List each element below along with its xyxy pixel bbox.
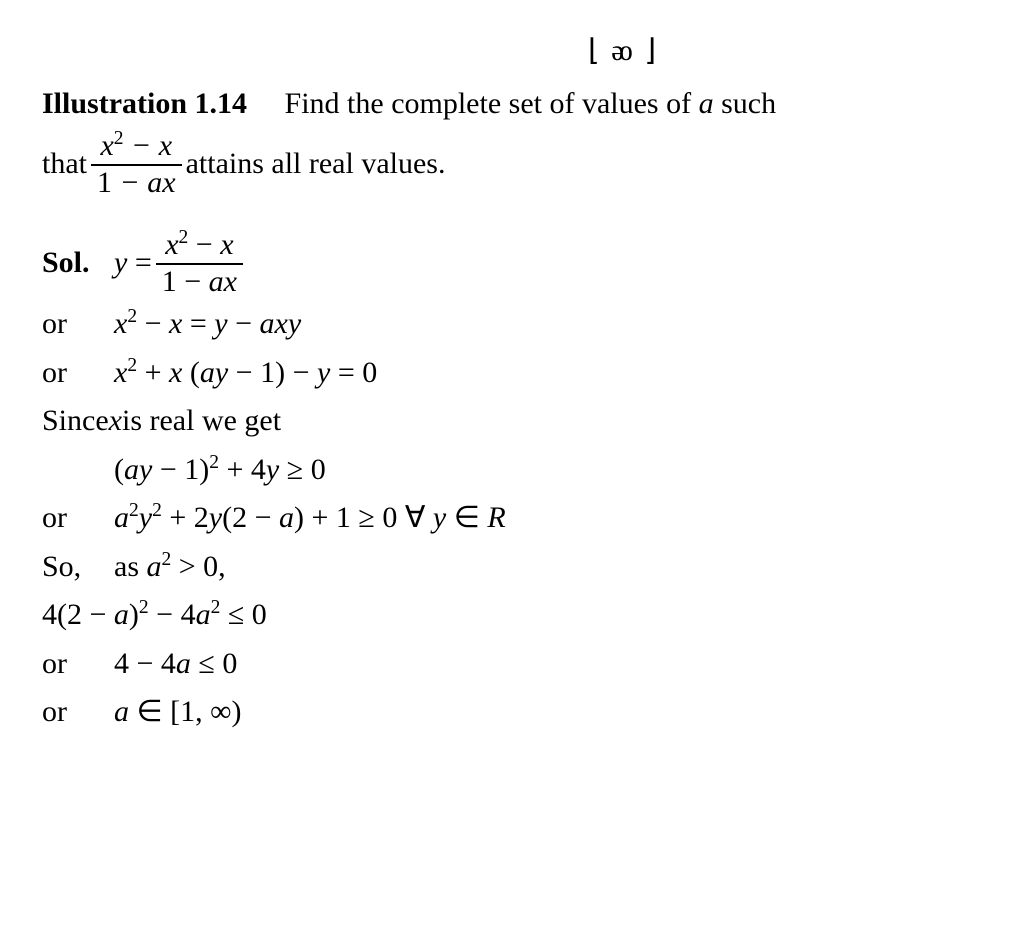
or-1: or	[42, 301, 114, 348]
var-a: a	[699, 87, 714, 120]
sol-line-10: or a ∈ [1, ∞)	[42, 689, 1004, 736]
truncated-top-fragment: ⌊ ᴔ ⌋	[242, 28, 1004, 75]
eq3: x2 + x (ay − 1) − y = 0	[114, 350, 377, 397]
problem-text-2: such	[714, 87, 777, 120]
problem-fraction: x2 − x 1 − ax	[91, 129, 182, 200]
spacer	[42, 208, 1004, 226]
sol-line-5: (ay − 1)2 + 4y ≥ 0	[42, 447, 1004, 494]
since-tail: is real we get	[122, 398, 281, 445]
sol-line-1: Sol. y = x2 − x 1 − ax	[42, 228, 1004, 299]
or-2: or	[42, 350, 114, 397]
fraction-numerator: x2 − x	[91, 129, 182, 166]
eq4: (ay − 1)2 + 4y ≥ 0	[114, 447, 326, 494]
solution-block: Sol. y = x2 − x 1 − ax or x2 − x = y − a…	[42, 228, 1004, 736]
page: ⌊ ᴔ ⌋ Illustration 1.14 Find the complet…	[0, 0, 1024, 758]
problem-text-3: attains all real values.	[186, 141, 446, 188]
or-3: or	[42, 495, 114, 542]
problem-line-2: that x2 − x 1 − ax attains all real valu…	[42, 129, 1004, 200]
eq1-fraction: x2 − x 1 − ax	[156, 228, 243, 299]
sol-line-8: 4(2 − a)2 − 4a2 ≤ 0	[42, 592, 1004, 639]
so-lead: So,	[42, 544, 114, 591]
sol-label: Sol.	[42, 240, 114, 287]
so-tail: as a2 > 0,	[114, 544, 226, 591]
sol-line-2: or x2 − x = y − axy	[42, 301, 1004, 348]
eq7: 4 − 4a ≤ 0	[114, 641, 237, 688]
sol-line-7: So, as a2 > 0,	[42, 544, 1004, 591]
eq5: a2y2 + 2y(2 − a) + 1 ≥ 0 ∀ y ∈ R	[114, 495, 506, 542]
or-4: or	[42, 641, 114, 688]
eq1-num: x2 − x	[156, 228, 243, 265]
fraction-denominator: 1 − ax	[91, 166, 182, 201]
since-var: x	[109, 398, 122, 445]
illustration-block: Illustration 1.14 Find the complete set …	[42, 81, 1004, 201]
sol-line-3: or x2 + x (ay − 1) − y = 0	[42, 350, 1004, 397]
or-5: or	[42, 689, 114, 736]
sol-line-4: Since x is real we get	[42, 398, 1004, 445]
eq2: x2 − x = y − axy	[114, 301, 301, 348]
since-lead: Since	[42, 398, 109, 445]
sol-line-9: or 4 − 4a ≤ 0	[42, 641, 1004, 688]
problem-line-1: Illustration 1.14 Find the complete set …	[42, 81, 1004, 128]
problem-lead-that: that	[42, 141, 87, 188]
problem-text-1: Find the complete set of values of	[285, 87, 699, 120]
eq1-den: 1 − ax	[156, 265, 243, 300]
eq1-lhs: y =	[114, 240, 152, 287]
eq8: a ∈ [1, ∞)	[114, 689, 242, 736]
eq6: 4(2 − a)2 − 4a2 ≤ 0	[42, 592, 267, 639]
sol-line-6: or a2y2 + 2y(2 − a) + 1 ≥ 0 ∀ y ∈ R	[42, 495, 1004, 542]
illustration-label: Illustration 1.14	[42, 87, 247, 120]
